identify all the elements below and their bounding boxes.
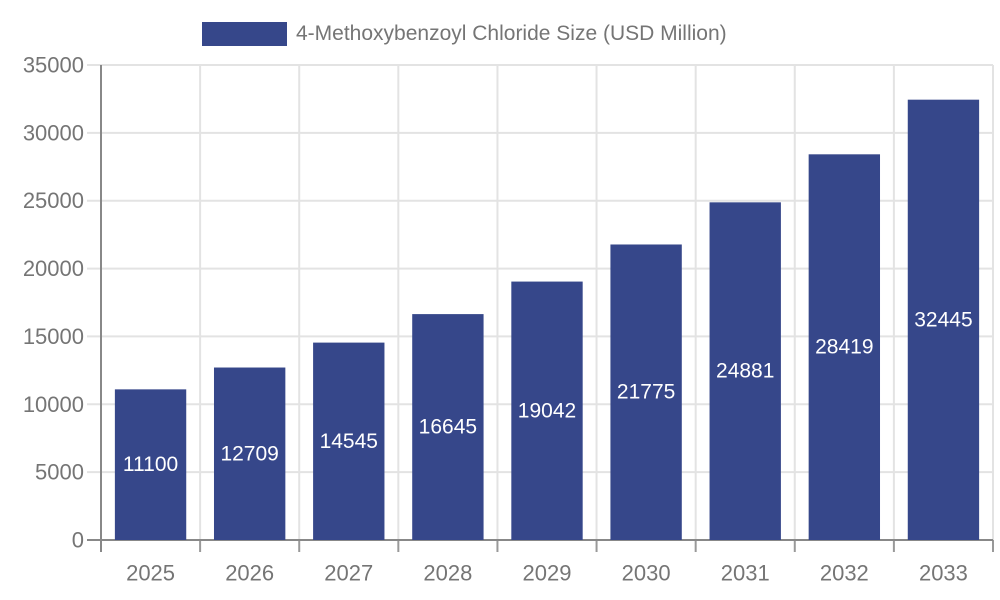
bar-2029 xyxy=(511,281,583,540)
bar-value-label: 12709 xyxy=(220,442,278,465)
x-tick-label: 2032 xyxy=(820,561,869,586)
y-tick-label: 15000 xyxy=(23,324,84,349)
x-tick-label: 2027 xyxy=(324,561,373,586)
y-tick-label: 35000 xyxy=(23,53,84,78)
bar-2031 xyxy=(709,202,781,540)
bar-value-label: 11100 xyxy=(123,453,178,476)
y-tick-label: 20000 xyxy=(23,256,84,281)
legend-label: 4-Methoxybenzoyl Chloride Size (USD Mill… xyxy=(296,21,727,45)
x-tick-label: 2030 xyxy=(622,561,671,586)
bar-2033 xyxy=(907,99,980,541)
bar-2025 xyxy=(114,389,187,540)
chart-legend: 4-Methoxybenzoyl Chloride Size (USD Mill… xyxy=(202,21,727,46)
y-tick-label: 30000 xyxy=(23,120,84,145)
bar-value-label: 19042 xyxy=(518,399,576,422)
bar-2026 xyxy=(213,367,286,540)
y-tick-label: 0 xyxy=(72,528,84,553)
bar-value-label: 28419 xyxy=(815,336,873,359)
legend-swatch xyxy=(202,21,287,46)
bar-value-label: 14545 xyxy=(320,430,378,453)
bar-value-label: 21775 xyxy=(617,381,675,404)
y-tick-label: 5000 xyxy=(35,460,84,485)
bar-2030 xyxy=(610,244,682,540)
x-tick-label: 2026 xyxy=(225,561,274,586)
y-tick-label: 10000 xyxy=(23,392,84,417)
x-tick-label: 2028 xyxy=(423,561,472,586)
x-tick-label: 2025 xyxy=(126,561,175,586)
x-tick-label: 2033 xyxy=(919,561,968,586)
bar-2027 xyxy=(313,342,385,540)
x-tick-label: 2029 xyxy=(523,561,572,586)
bar-2028 xyxy=(412,314,484,540)
x-tick-label: 2031 xyxy=(721,561,770,586)
bar-2032 xyxy=(808,154,881,540)
y-tick-label: 25000 xyxy=(23,188,84,213)
bar-value-label: 32445 xyxy=(914,308,972,331)
bar-value-label: 16645 xyxy=(419,416,477,439)
bar-value-label: 24881 xyxy=(716,360,774,383)
